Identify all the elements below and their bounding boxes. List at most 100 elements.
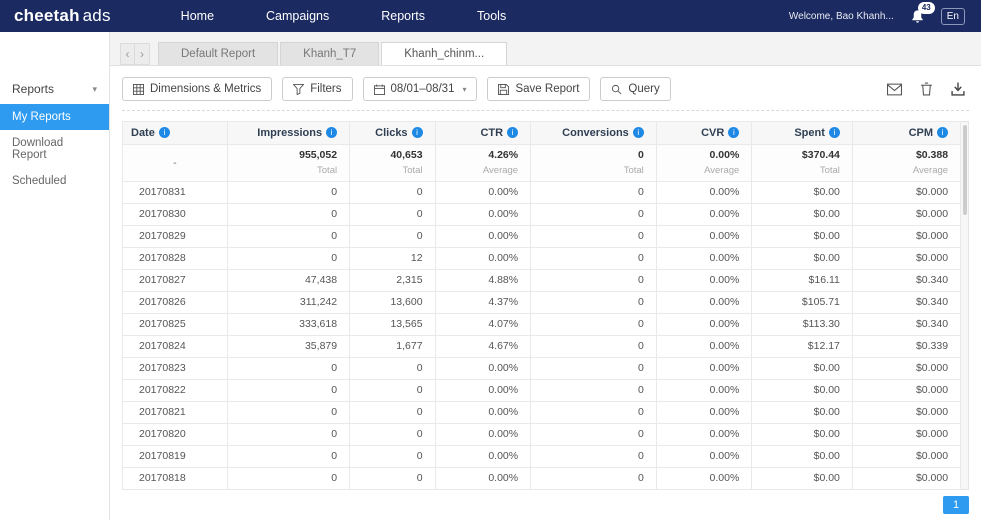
tab-khanh-chinm[interactable]: Khanh_chinm...: [381, 42, 508, 65]
nav-tools[interactable]: Tools: [477, 9, 507, 23]
info-icon[interactable]: i: [326, 127, 338, 138]
column-header-impressions[interactable]: Impressions i: [226, 121, 351, 145]
language-selector[interactable]: En: [940, 7, 965, 25]
filters-button[interactable]: Filters: [282, 77, 353, 101]
summary-sublabel: Total: [819, 165, 840, 176]
toolbar-divider: [122, 110, 969, 111]
value-cell: 0.00%: [655, 291, 753, 314]
value-cell: 0.00%: [434, 379, 532, 402]
column-header-date[interactable]: Date i: [122, 121, 228, 145]
value-cell: $0.340: [851, 291, 962, 314]
toolbar: Dimensions & Metrics Filters 08/01–08/31…: [110, 66, 981, 110]
sidebar-item-scheduled[interactable]: Scheduled: [12, 175, 67, 187]
user-menu[interactable]: Welcome, Bao Khanh...: [789, 11, 894, 22]
tab-default-report[interactable]: Default Report: [158, 42, 279, 65]
column-header-clicks[interactable]: Clicks i: [349, 121, 436, 145]
value-cell: 2,315: [349, 269, 436, 292]
brand-logo[interactable]: cheetah ads: [0, 6, 125, 26]
notification-badge: 43: [917, 1, 935, 14]
value-cell: 0.00%: [655, 423, 753, 446]
info-icon[interactable]: i: [158, 127, 170, 138]
value-cell: $0.340: [851, 313, 962, 336]
value-cell: 0.00%: [655, 247, 753, 270]
column-header-cvr[interactable]: CVR i: [655, 121, 753, 145]
date-cell: 20170826: [122, 291, 228, 314]
sidebar-item-my-reports[interactable]: My Reports: [0, 104, 109, 130]
grid-icon: [133, 83, 144, 95]
save-icon: [498, 83, 510, 95]
summary-value: 0: [637, 149, 644, 161]
main-content: ‹ › Default Report Khanh_T7 Khanh_chinm.…: [110, 32, 981, 520]
value-cell: $0.000: [851, 467, 962, 490]
column-header-conversions[interactable]: Conversions i: [530, 121, 657, 145]
scrollbar-thumb[interactable]: [962, 125, 967, 215]
download-report-button[interactable]: [951, 82, 965, 96]
save-report-button[interactable]: Save Report: [487, 77, 591, 101]
sidebar-group-reports[interactable]: Reports ▾: [0, 74, 109, 104]
mail-report-button[interactable]: [887, 83, 902, 96]
value-cell: 0: [349, 225, 436, 248]
calendar-icon: [373, 83, 385, 95]
sidebar-group-label: Reports: [12, 82, 55, 96]
value-cell: $0.000: [851, 225, 962, 248]
value-cell: $0.00: [751, 225, 853, 248]
summary-cell: 0 Total: [530, 144, 657, 182]
value-cell: $0.00: [751, 181, 853, 204]
info-icon[interactable]: i: [507, 127, 519, 138]
info-icon[interactable]: i: [828, 127, 840, 138]
value-cell: 0: [349, 401, 436, 424]
value-cell: 0.00%: [434, 247, 532, 270]
main-nav: Home Campaigns Reports Tools: [181, 9, 507, 23]
info-icon[interactable]: i: [937, 127, 949, 138]
sidebar-item-download-report[interactable]: Download Report: [12, 137, 64, 161]
column-header-ctr[interactable]: CTR i: [434, 121, 532, 145]
value-cell: 333,618: [226, 313, 351, 336]
value-cell: 0: [226, 401, 351, 424]
sidebar: Reports ▾ My Reports Download Report Sch…: [0, 32, 110, 520]
query-button[interactable]: Query: [600, 77, 671, 101]
summary-value: $0.388: [915, 149, 949, 161]
value-cell: $0.00: [751, 357, 853, 380]
value-cell: 0.00%: [655, 225, 753, 248]
value-cell: 0: [349, 357, 436, 380]
info-icon[interactable]: i: [411, 127, 423, 138]
summary-sublabel: Average: [482, 165, 519, 176]
nav-reports[interactable]: Reports: [381, 9, 426, 23]
nav-home[interactable]: Home: [180, 9, 215, 23]
nav-campaigns[interactable]: Campaigns: [266, 9, 330, 23]
filter-icon: [293, 83, 305, 95]
value-cell: 0.00%: [655, 379, 753, 402]
trash-icon: [921, 82, 932, 96]
value-cell: 0: [226, 181, 351, 204]
date-range-label: 08/01–08/31: [390, 83, 455, 95]
date-cell: 20170827: [122, 269, 228, 292]
page-1-button[interactable]: 1: [943, 496, 969, 514]
value-cell: 0.00%: [655, 181, 753, 204]
date-cell: 20170819: [122, 445, 228, 468]
summary-value: 40,653: [390, 149, 423, 161]
delete-report-button[interactable]: [920, 82, 933, 96]
notifications-button[interactable]: 43: [910, 1, 935, 24]
column-header-cpm[interactable]: CPM i: [851, 121, 962, 145]
report-table: Date i Impressions i Clicks i CTR i Conversions i…: [122, 121, 962, 490]
tab-prev-button[interactable]: ‹: [120, 43, 135, 65]
date-range-button[interactable]: 08/01–08/31 ▾: [362, 77, 478, 101]
column-header-spent[interactable]: Spent i: [751, 121, 853, 145]
toolbar-right-icons: [887, 82, 969, 96]
summary-sublabel: Average: [912, 165, 949, 176]
value-cell: 4.88%: [434, 269, 532, 292]
column-header-label: CTR: [480, 127, 504, 139]
dimensions-metrics-button[interactable]: Dimensions & Metrics: [122, 77, 273, 101]
tab-next-button[interactable]: ›: [135, 43, 150, 65]
value-cell: $0.339: [851, 335, 962, 358]
value-cell: 0: [226, 247, 351, 270]
info-icon[interactable]: i: [728, 127, 740, 138]
date-cell: 20170820: [122, 423, 228, 446]
info-icon[interactable]: i: [632, 127, 644, 138]
summary-row: - 955,052 Total 40,653 Total 4.26% Average 0 Tot…: [122, 144, 962, 182]
tab-khanh-t7[interactable]: Khanh_T7: [280, 42, 380, 65]
date-cell: 20170821: [122, 401, 228, 424]
value-cell: 0: [530, 269, 657, 292]
value-cell: 0.00%: [655, 203, 753, 226]
filters-label: Filters: [310, 83, 342, 95]
